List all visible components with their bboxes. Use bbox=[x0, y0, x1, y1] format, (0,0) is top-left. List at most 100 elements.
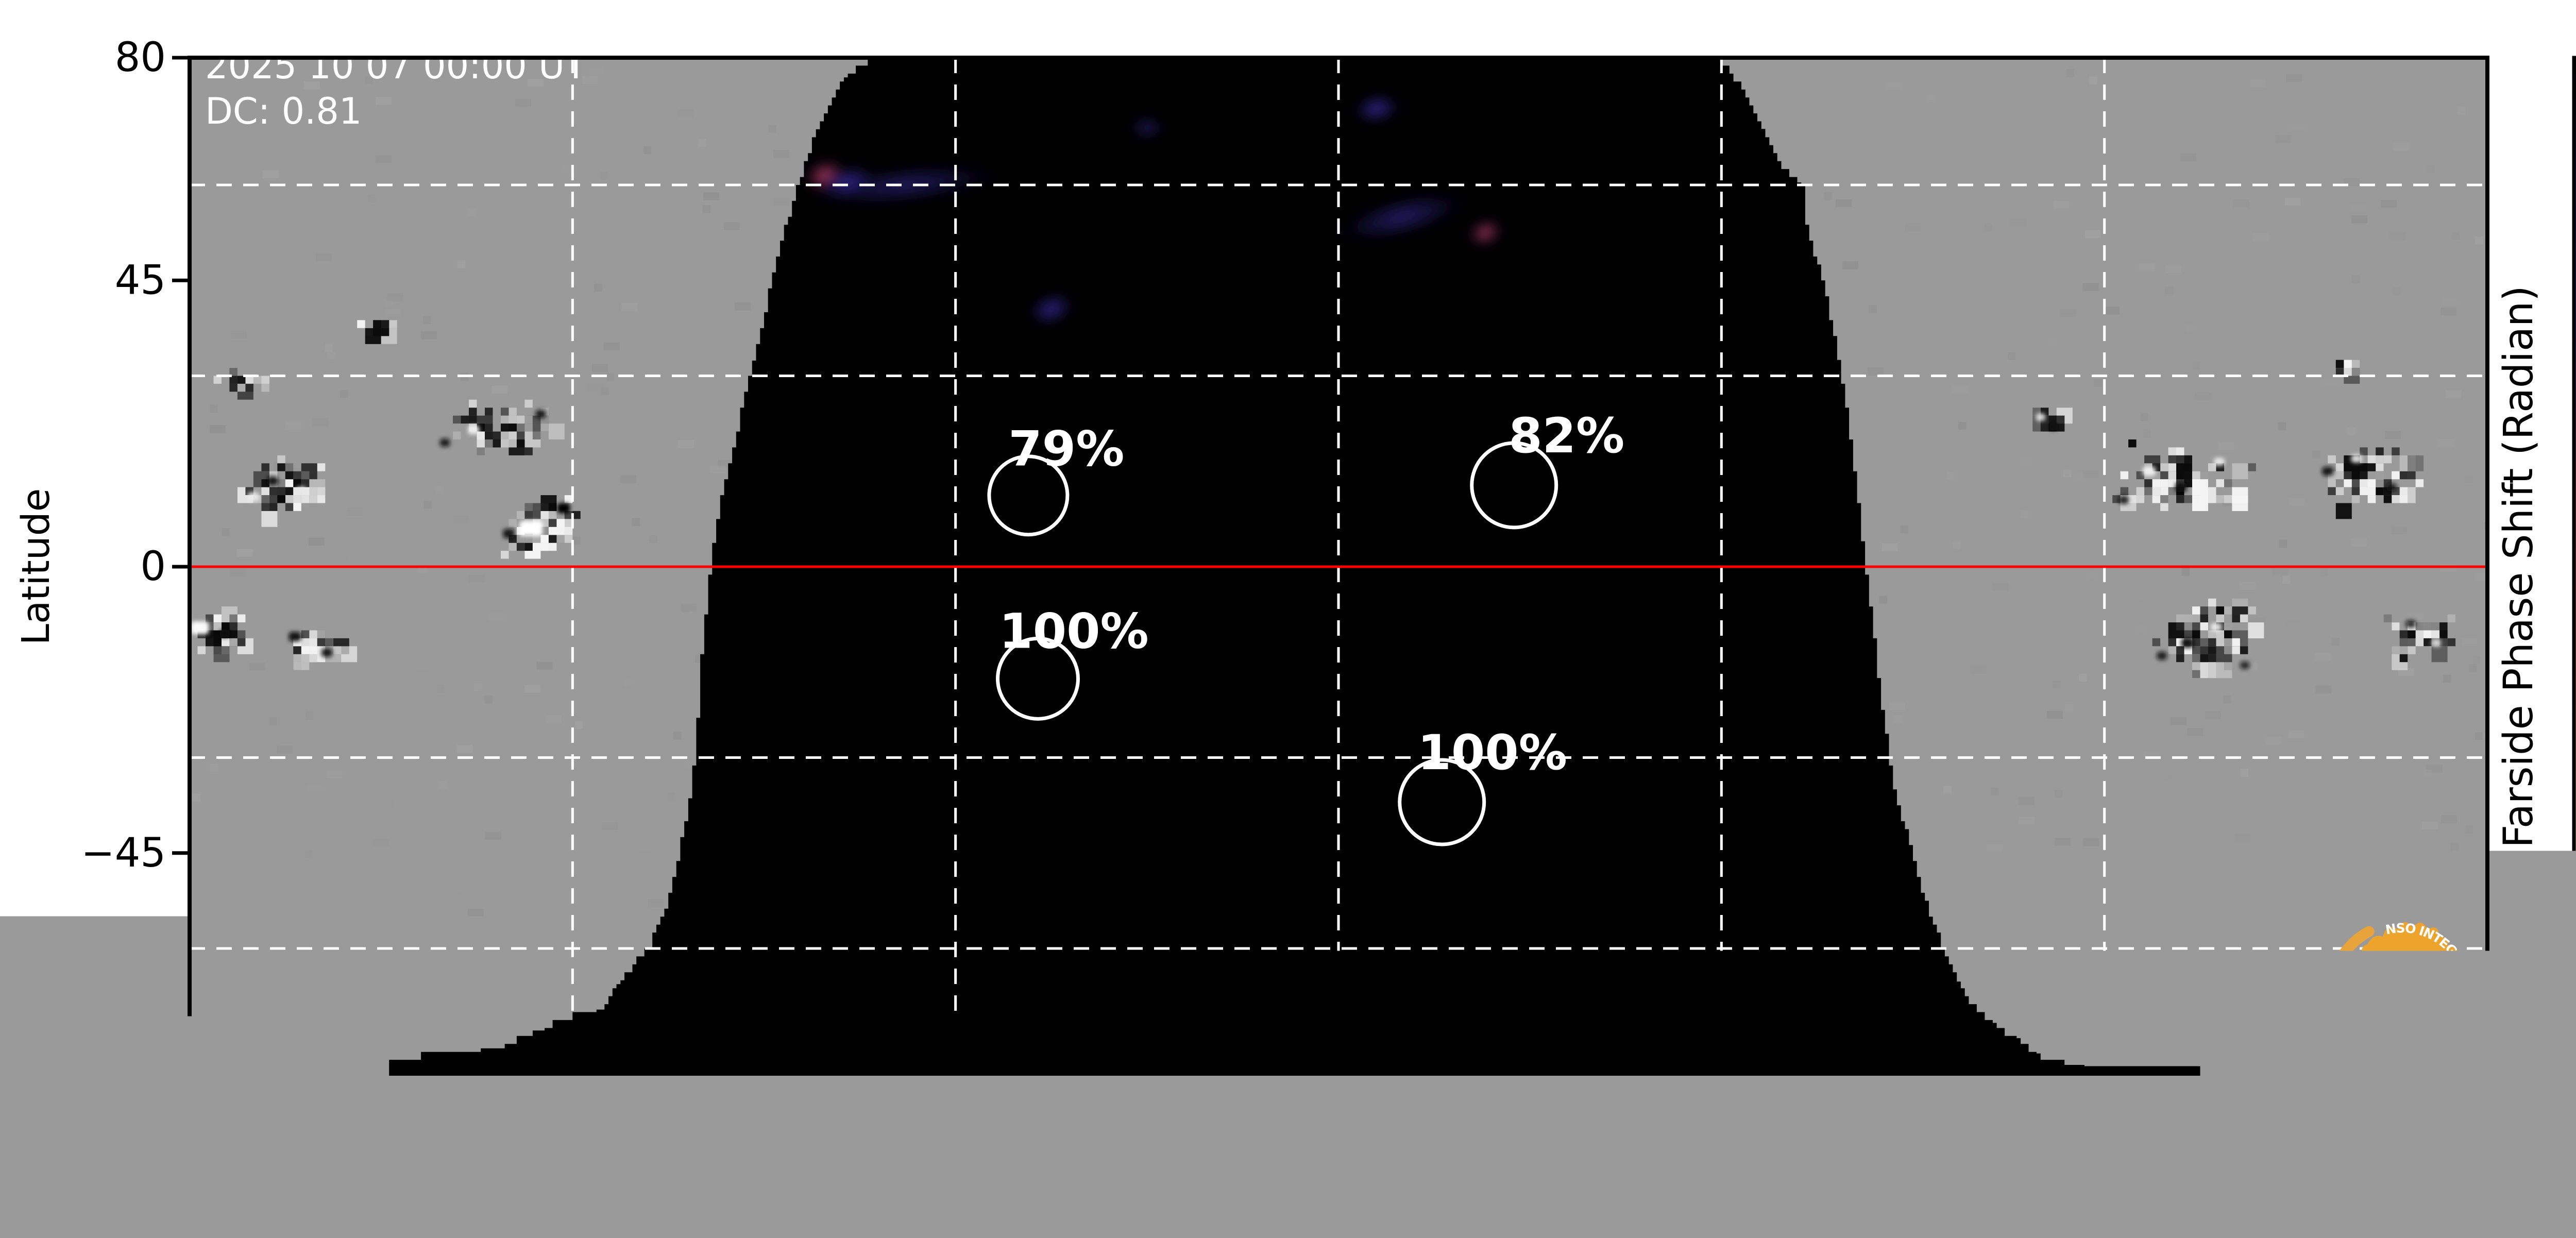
magnetogram-speckle bbox=[549, 519, 557, 527]
magnetogram-speckle bbox=[261, 376, 269, 384]
plot-area: 79% 82%100%100% NISP NSO INTEGRATED SYNOP… bbox=[190, 58, 2493, 1076]
noise-cell bbox=[226, 1010, 242, 1017]
magnetogram-speckle bbox=[485, 439, 493, 447]
noise-cell bbox=[2441, 564, 2456, 572]
magnetogram-speckle bbox=[2448, 638, 2456, 646]
magnetogram-speckle bbox=[540, 423, 549, 431]
noise-cell bbox=[2060, 309, 2076, 317]
noise-cell bbox=[2085, 230, 2101, 238]
x-axis-label: Carrington Longitude bbox=[1137, 1173, 1540, 1217]
noise-cell bbox=[2353, 121, 2361, 128]
magnetogram-speckle bbox=[501, 551, 509, 558]
noise-cell bbox=[373, 839, 389, 846]
magnetogram-speckle bbox=[469, 408, 477, 415]
noise-cell bbox=[387, 293, 403, 301]
magnetogram-speckle bbox=[517, 432, 525, 439]
magnetogram-speckle bbox=[2208, 638, 2216, 646]
noise-cell bbox=[221, 159, 236, 167]
x-tick-label: 300 bbox=[2066, 1106, 2143, 1152]
noise-cell bbox=[263, 170, 279, 178]
noise-cell bbox=[1953, 541, 1960, 549]
noise-cell bbox=[309, 538, 325, 546]
magnetogram-speckle bbox=[2424, 638, 2432, 646]
magnetogram-speckle bbox=[238, 384, 246, 392]
magnetogram-speckle bbox=[485, 408, 493, 415]
noise-cell bbox=[2235, 972, 2243, 979]
noise-cell bbox=[2014, 897, 2022, 905]
noise-cell bbox=[2431, 416, 2447, 424]
noise-cell bbox=[649, 535, 657, 543]
y-tick-label: 80 bbox=[115, 35, 166, 81]
noise-cell bbox=[409, 171, 425, 179]
magnetogram-speckle bbox=[309, 638, 317, 646]
noise-cell bbox=[342, 933, 349, 941]
magnetogram-feature bbox=[440, 438, 450, 447]
y-tick-label: 45 bbox=[115, 257, 166, 303]
noise-cell bbox=[457, 745, 473, 753]
noise-cell bbox=[488, 613, 504, 621]
magnetogram-speckle bbox=[2360, 447, 2368, 455]
noise-cell bbox=[277, 746, 293, 754]
magnetogram-feature bbox=[468, 426, 479, 434]
noise-cell bbox=[1957, 628, 1965, 636]
noise-cell bbox=[1868, 367, 1884, 375]
magnetogram-speckle bbox=[2408, 471, 2416, 479]
magnetogram-feature bbox=[557, 503, 570, 514]
noise-cell bbox=[2223, 696, 2231, 703]
magnetogram-speckle bbox=[2400, 654, 2408, 662]
noise-cell bbox=[2461, 638, 2477, 646]
noise-cell bbox=[773, 150, 789, 158]
y-axis-label: Latitude bbox=[14, 488, 58, 646]
magnetogram-speckle bbox=[2192, 654, 2200, 662]
magnetogram-feature bbox=[267, 477, 278, 485]
noise-cell bbox=[604, 342, 620, 350]
magnetogram-speckle bbox=[2216, 606, 2225, 614]
magnetogram-speckle bbox=[2200, 638, 2209, 646]
noise-cell bbox=[2241, 769, 2248, 776]
noise-cell bbox=[2205, 711, 2221, 719]
noise-cell bbox=[632, 518, 639, 526]
magnetogram-speckle bbox=[2336, 479, 2344, 487]
phase-blob bbox=[780, 871, 825, 898]
magnetogram-feature bbox=[2049, 423, 2058, 431]
noise-cell bbox=[1958, 422, 1966, 430]
y-tick-label: −80 bbox=[81, 1053, 166, 1099]
noise-cell bbox=[1900, 482, 1916, 490]
magnetogram-speckle bbox=[2168, 487, 2177, 495]
magnetogram-speckle bbox=[2153, 479, 2168, 495]
x-tick-label: 180 bbox=[1300, 1106, 1377, 1152]
magnetogram-speckle bbox=[206, 615, 214, 622]
noise-cell bbox=[638, 850, 654, 858]
magnetogram-speckle bbox=[2160, 495, 2168, 503]
magnetogram-speckle bbox=[2224, 646, 2232, 654]
magnetogram-speckle bbox=[285, 503, 294, 511]
annotation-datetime: 2025 10 07 00:00 UT bbox=[205, 45, 587, 87]
annotation-duty-cycle: DC: 0.81 bbox=[205, 90, 362, 132]
noise-cell bbox=[2347, 427, 2355, 435]
noise-cell bbox=[1946, 472, 1954, 480]
magnetogram-speckle bbox=[2200, 615, 2209, 622]
noise-cell bbox=[424, 501, 432, 508]
noise-cell bbox=[2285, 198, 2301, 206]
magnetogram-speckle bbox=[222, 638, 230, 646]
noise-cell bbox=[524, 685, 540, 692]
magnetogram-speckle bbox=[2248, 622, 2264, 638]
noise-cell bbox=[1879, 596, 1887, 603]
noise-cell bbox=[368, 195, 376, 202]
noise-cell bbox=[2240, 582, 2256, 590]
magnetogram-speckle bbox=[2400, 646, 2408, 654]
noise-cell bbox=[574, 721, 582, 729]
magnetogram-speckle bbox=[2168, 479, 2177, 487]
magnetogram-speckle bbox=[2160, 471, 2168, 479]
noise-cell bbox=[325, 344, 333, 351]
noise-cell bbox=[2324, 379, 2340, 386]
magnetogram-speckle bbox=[2344, 360, 2352, 368]
noise-cell bbox=[2093, 908, 2100, 915]
magnetogram-feature bbox=[2036, 413, 2046, 421]
noise-cell bbox=[306, 711, 313, 719]
magnetogram-feature bbox=[219, 630, 230, 638]
magnetogram-speckle bbox=[524, 543, 533, 551]
y-tick-label: −45 bbox=[81, 830, 166, 876]
magnetogram-speckle bbox=[2232, 463, 2248, 479]
magnetogram-feature bbox=[2119, 496, 2129, 504]
